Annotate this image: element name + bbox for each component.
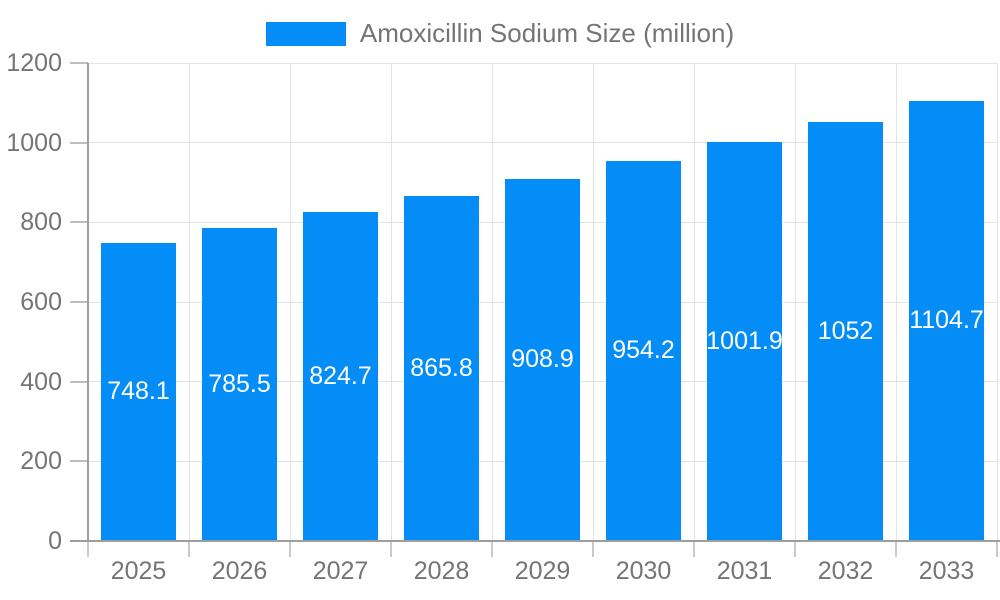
legend-swatch (265, 21, 346, 46)
bar-value-label: 865.8 (410, 354, 473, 383)
y-grid-line (88, 142, 997, 144)
x-axis-label-2025: 2025 (110, 557, 167, 585)
x-axis-tick (794, 541, 796, 557)
legend[interactable]: Amoxicillin Sodium Size (million) (0, 18, 1000, 49)
x-axis-tick (895, 541, 897, 557)
y-axis-tick-label: 0 (48, 527, 62, 555)
legend-label: Amoxicillin Sodium Size (million) (359, 18, 735, 48)
bar-value-label: 748.1 (107, 377, 170, 406)
x-axis-tick (693, 541, 695, 557)
bar-2031: 1001.9 (706, 141, 783, 541)
v-grid-line (996, 63, 998, 541)
x-axis-tick (996, 541, 998, 557)
x-axis-label-2029: 2029 (514, 557, 571, 585)
bar-2027: 824.7 (303, 212, 378, 541)
y-axis-tick (70, 460, 88, 463)
y-axis-tick-label: 600 (20, 288, 62, 316)
x-axis-tick (592, 541, 594, 557)
bar-value-label: 1001.9 (706, 326, 783, 355)
bar-2025: 748.1 (101, 243, 176, 541)
y-axis-tick-label: 1200 (6, 49, 62, 77)
y-grid-line (88, 62, 997, 64)
x-axis-tick (491, 541, 493, 557)
bar-value-label: 1052 (817, 316, 874, 345)
y-axis-tick (70, 380, 88, 383)
bar-value-label: 1104.7 (909, 306, 984, 335)
x-axis-label-2033: 2033 (918, 557, 975, 585)
bar-value-label: 908.9 (511, 345, 574, 374)
v-grid-line (188, 63, 190, 541)
x-axis-tick (188, 541, 190, 557)
x-axis-label-2027: 2027 (312, 557, 369, 585)
v-grid-line (895, 63, 897, 541)
bar-value-label: 954.2 (612, 336, 675, 365)
y-axis-tick (70, 301, 88, 303)
v-grid-line (693, 63, 695, 541)
x-axis-tick (390, 541, 392, 557)
bar-2033: 1104.7 (909, 100, 984, 541)
x-axis-label-2030: 2030 (615, 557, 672, 585)
bar-value-label: 785.5 (208, 370, 271, 399)
y-axis-tick-label: 200 (20, 447, 62, 476)
bar-2030: 954.2 (606, 160, 681, 541)
y-axis-tick (70, 141, 88, 144)
y-axis-line (87, 63, 89, 541)
v-grid-line (390, 63, 392, 541)
y-axis-tick-label: 1000 (6, 128, 62, 157)
x-axis-tick (289, 541, 291, 557)
v-grid-line (592, 63, 594, 541)
y-axis-tick-label: 800 (20, 208, 62, 237)
bar-2028: 865.8 (404, 196, 479, 541)
v-grid-line (289, 63, 291, 541)
x-axis-label-2028: 2028 (413, 557, 470, 585)
bar-2032: 1052 (808, 121, 883, 541)
bar-2026: 785.5 (202, 228, 277, 541)
v-grid-line (491, 63, 493, 541)
x-axis-line (70, 540, 1000, 542)
x-axis-label-2031: 2031 (716, 557, 773, 585)
y-axis-tick (70, 221, 88, 224)
x-axis-label-2026: 2026 (211, 557, 268, 585)
bar-value-label: 824.7 (309, 362, 372, 391)
bar-2029: 908.9 (505, 178, 580, 541)
x-axis-tick (87, 541, 89, 557)
y-axis-tick (70, 62, 88, 64)
x-axis-label-2032: 2032 (817, 557, 874, 585)
y-axis-tick-label: 400 (20, 367, 62, 396)
v-grid-line (794, 63, 796, 541)
